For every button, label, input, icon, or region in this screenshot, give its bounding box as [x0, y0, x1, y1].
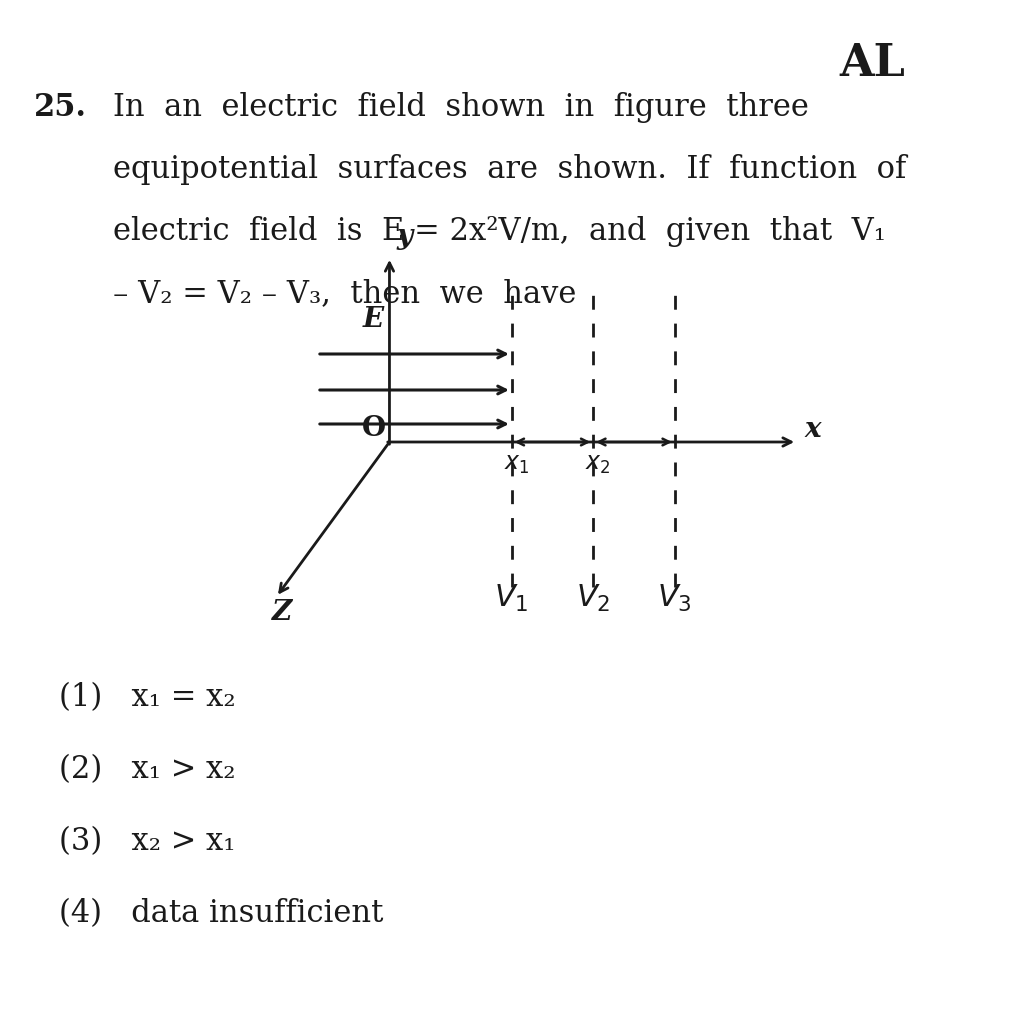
Text: $V_1$: $V_1$ [495, 583, 529, 614]
Text: equipotential  surfaces  are  shown.  If  function  of: equipotential surfaces are shown. If fun… [114, 154, 906, 185]
Text: $x_2$: $x_2$ [585, 452, 610, 476]
Text: (4)   data insufficient: (4) data insufficient [58, 898, 383, 929]
Text: O: O [362, 415, 386, 442]
Text: In  an  electric  field  shown  in  figure  three: In an electric field shown in figure thr… [114, 92, 809, 123]
Text: y: y [396, 223, 413, 250]
Text: AL: AL [840, 42, 906, 85]
Text: $V_3$: $V_3$ [657, 583, 692, 614]
Text: $V_2$: $V_2$ [577, 583, 610, 614]
Text: – V₂ = V₂ – V₃,  then  we  have: – V₂ = V₂ – V₃, then we have [114, 278, 577, 309]
Text: Z: Z [271, 599, 292, 626]
Text: (1)   x₁ = x₂: (1) x₁ = x₂ [58, 682, 236, 713]
Text: (3)   x₂ > x₁: (3) x₂ > x₁ [58, 826, 236, 857]
Text: 25.: 25. [35, 92, 87, 123]
Text: electric  field  is  E = 2x²V/m,  and  given  that  V₁: electric field is E = 2x²V/m, and given … [114, 216, 886, 247]
Text: (2)   x₁ > x₂: (2) x₁ > x₂ [58, 754, 236, 785]
Text: $x_1$: $x_1$ [504, 452, 529, 476]
Text: E: E [362, 306, 383, 333]
Text: x: x [804, 416, 821, 443]
